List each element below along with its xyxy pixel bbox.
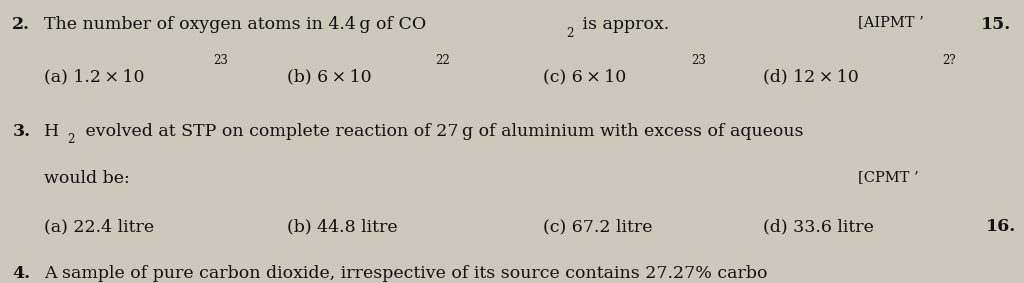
Text: 4.: 4.	[12, 265, 31, 282]
Text: (d) 33.6 litre: (d) 33.6 litre	[763, 218, 873, 235]
Text: 15.: 15.	[981, 16, 1012, 33]
Text: 2: 2	[68, 133, 75, 146]
Text: would be:: would be:	[44, 170, 130, 187]
Text: (d) 12 × 10: (d) 12 × 10	[763, 68, 859, 85]
Text: [CPMT ’: [CPMT ’	[858, 170, 919, 184]
Text: 16.: 16.	[986, 218, 1017, 235]
Text: H: H	[44, 123, 59, 140]
Text: 2.: 2.	[12, 16, 31, 33]
Text: The number of oxygen atoms in 4.4 g of CO: The number of oxygen atoms in 4.4 g of C…	[44, 16, 426, 33]
Text: [AIPMT ’: [AIPMT ’	[858, 16, 924, 29]
Text: (c) 67.2 litre: (c) 67.2 litre	[543, 218, 652, 235]
Text: (b) 6 × 10: (b) 6 × 10	[287, 68, 372, 85]
Text: A sample of pure carbon dioxide, irrespective of its source contains 27.27% carb: A sample of pure carbon dioxide, irrespe…	[44, 265, 768, 282]
Text: (a) 1.2 × 10: (a) 1.2 × 10	[44, 68, 144, 85]
Text: (b) 44.8 litre: (b) 44.8 litre	[287, 218, 397, 235]
Text: (a) 22.4 litre: (a) 22.4 litre	[44, 218, 155, 235]
Text: 2?: 2?	[942, 54, 955, 67]
Text: 23: 23	[213, 54, 228, 67]
Text: 23: 23	[691, 54, 707, 67]
Text: 2: 2	[566, 27, 573, 40]
Text: evolved at STP on complete reaction of 27 g of aluminium with excess of aqueous: evolved at STP on complete reaction of 2…	[80, 123, 804, 140]
Text: (c) 6 × 10: (c) 6 × 10	[543, 68, 626, 85]
Text: is approx.: is approx.	[577, 16, 669, 33]
Text: 3.: 3.	[12, 123, 31, 140]
Text: 22: 22	[435, 54, 450, 67]
